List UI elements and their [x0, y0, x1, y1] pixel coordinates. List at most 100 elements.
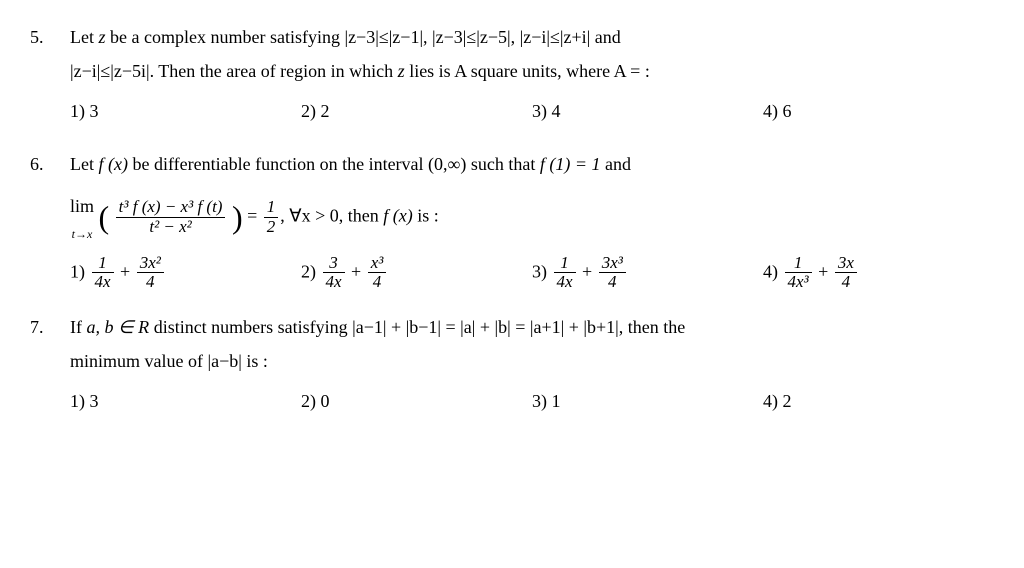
text: . Then the area of region in which — [150, 61, 398, 81]
f1: f (1) = 1 — [540, 154, 601, 174]
option-1: 1) 14x + 3x²4 — [70, 254, 301, 292]
interval: (0,∞) — [428, 154, 466, 174]
text: is : — [242, 351, 268, 371]
frac-a: 14x — [554, 254, 576, 292]
denominator: 2 — [264, 218, 279, 237]
abs-ab: |a−b| — [207, 351, 241, 371]
question-body: If a, b ∈ R distinct numbers satisfying … — [70, 310, 994, 425]
ab-in-R: a, b ∈ R — [87, 317, 150, 337]
question-6: 6. Let f (x) be differentiable function … — [30, 147, 994, 299]
question-number: 6. — [30, 147, 70, 299]
half-fraction: 1 2 — [264, 198, 279, 236]
question-body: Let z be a complex number satisfying |z−… — [70, 20, 994, 135]
option-4: 4) 2 — [763, 384, 994, 418]
text: Let — [70, 27, 99, 47]
options-row: 1) 14x + 3x²4 2) 34x + x³4 3) 14x + 3x³4… — [70, 254, 994, 292]
text: distinct numbers satisfying — [149, 317, 352, 337]
num: 3 — [323, 254, 345, 274]
fx: f (x) — [99, 154, 128, 174]
option-2: 2) 2 — [301, 94, 532, 128]
text: , then the — [619, 317, 685, 337]
question-text-line2: minimum value of |a−b| is : — [70, 344, 994, 378]
question-body: Let f (x) be differentiable function on … — [70, 147, 994, 299]
text: be differentiable function on the interv… — [128, 154, 428, 174]
forall: , ∀x > 0, — [280, 205, 343, 225]
question-5: 5. Let z be a complex number satisfying … — [30, 20, 994, 135]
plus: + — [347, 261, 366, 281]
equation: |a−1| + |b−1| = |a| + |b| = |a+1| + |b+1… — [352, 317, 619, 337]
den: 4 — [835, 273, 857, 292]
limit-symbol: lim t→x — [70, 189, 94, 246]
option-2: 2) 34x + x³4 — [301, 254, 532, 292]
num: 1 — [92, 254, 114, 274]
options-row: 1) 3 2) 0 3) 1 4) 2 — [70, 384, 994, 418]
text: Let — [70, 154, 99, 174]
den: 4x — [554, 273, 576, 292]
text: then — [343, 205, 383, 225]
question-text-line2: |z−i|≤|z−5i|. Then the area of region in… — [70, 54, 994, 88]
option-3: 3) 14x + 3x³4 — [532, 254, 763, 292]
num: 1 — [785, 254, 812, 274]
frac-b: 3x4 — [835, 254, 857, 292]
var-z: z — [398, 61, 405, 81]
limit-expression: lim t→x ( t³ f (x) − x³ f (t) t² − x² ) … — [70, 189, 994, 246]
options-row: 1) 3 2) 2 3) 4 4) 6 — [70, 94, 994, 128]
option-3: 3) 1 — [532, 384, 763, 418]
question-7: 7. If a, b ∈ R distinct numbers satisfyi… — [30, 310, 994, 425]
fx: f (x) — [383, 205, 412, 225]
plus: + — [116, 261, 135, 281]
inequalities: |z−3|≤|z−1|, |z−3|≤|z−5|, |z−i|≤|z+i| — [344, 27, 590, 47]
text: is : — [413, 205, 439, 225]
paren-right-icon: ) — [232, 199, 243, 235]
equals: = — [247, 205, 262, 225]
numerator: t³ f (x) − x³ f (t) — [116, 198, 226, 218]
question-text: Let z be a complex number satisfying |z−… — [70, 20, 994, 54]
plus: + — [814, 261, 833, 281]
label: 1) — [70, 261, 90, 281]
text: be a complex number satisfying — [106, 27, 345, 47]
num: 3x — [835, 254, 857, 274]
option-2: 2) 0 — [301, 384, 532, 418]
den: 4 — [599, 273, 626, 292]
numerator: 1 — [264, 198, 279, 218]
den: 4x³ — [785, 273, 812, 292]
frac-a: 34x — [323, 254, 345, 292]
text: and — [601, 154, 632, 174]
frac-a: 14x — [92, 254, 114, 292]
label: 3) — [532, 261, 552, 281]
question-text: If a, b ∈ R distinct numbers satisfying … — [70, 310, 994, 344]
den: 4 — [137, 273, 164, 292]
label: 4) — [763, 261, 783, 281]
option-4: 4) 14x³ + 3x4 — [763, 254, 994, 292]
option-1: 1) 3 — [70, 94, 301, 128]
frac-b: x³4 — [368, 254, 387, 292]
option-4: 4) 6 — [763, 94, 994, 128]
den: 4x — [323, 273, 345, 292]
var-z: z — [99, 27, 106, 47]
question-number: 7. — [30, 310, 70, 425]
label: 2) — [301, 261, 321, 281]
lim: lim — [70, 189, 94, 223]
lim-sub: t→x — [70, 223, 94, 246]
text: such that — [466, 154, 540, 174]
den: 4x — [92, 273, 114, 292]
paren-left-icon: ( — [99, 199, 110, 235]
option-1: 1) 3 — [70, 384, 301, 418]
inequality: |z−i|≤|z−5i| — [70, 61, 150, 81]
plus: + — [578, 261, 597, 281]
den: 4 — [368, 273, 387, 292]
text: minimum value of — [70, 351, 207, 371]
num: 3x² — [137, 254, 164, 274]
frac-b: 3x³4 — [599, 254, 626, 292]
num: x³ — [368, 254, 387, 274]
frac-b: 3x²4 — [137, 254, 164, 292]
question-text: Let f (x) be differentiable function on … — [70, 147, 994, 181]
option-3: 3) 4 — [532, 94, 763, 128]
frac-a: 14x³ — [785, 254, 812, 292]
question-number: 5. — [30, 20, 70, 135]
denominator: t² − x² — [116, 218, 226, 237]
num: 3x³ — [599, 254, 626, 274]
main-fraction: t³ f (x) − x³ f (t) t² − x² — [116, 198, 226, 236]
text: and — [590, 27, 621, 47]
text: lies is A square units, where A = : — [405, 61, 650, 81]
